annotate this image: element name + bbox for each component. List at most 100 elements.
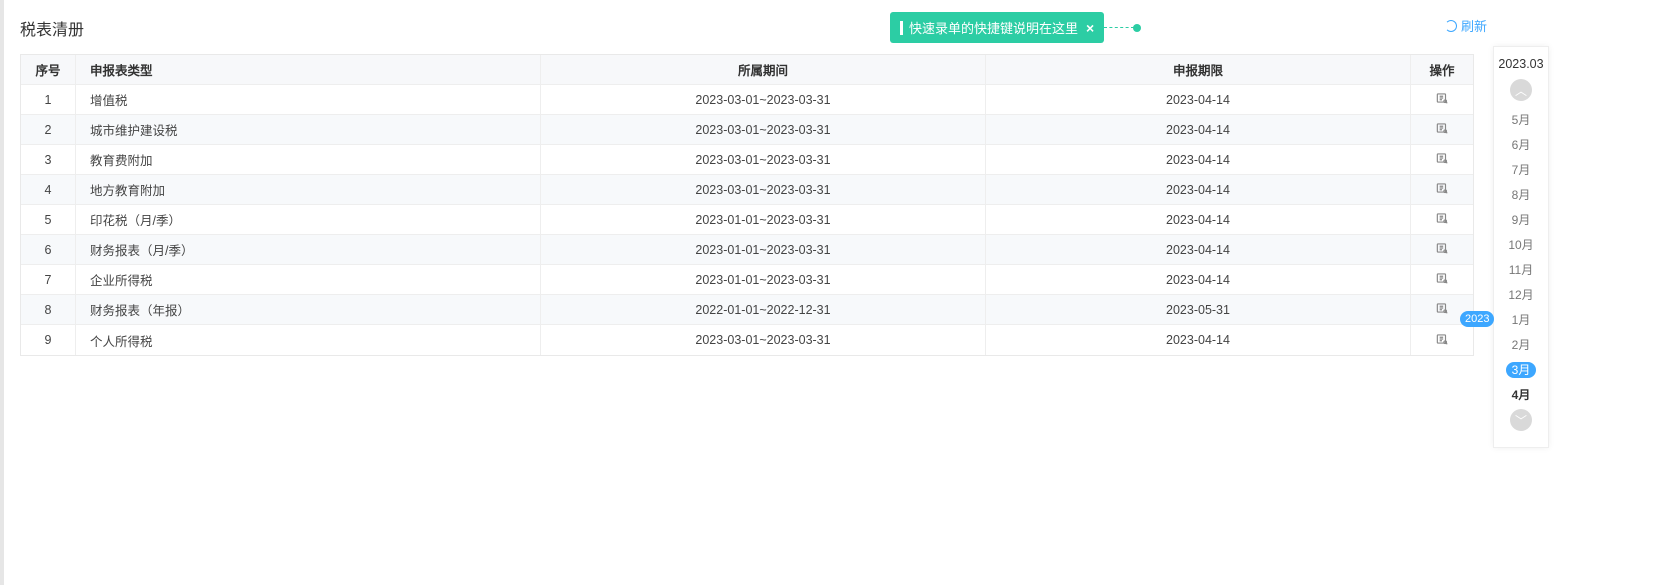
cell-op [1411, 325, 1473, 355]
col-op: 操作 [1411, 55, 1473, 84]
tip-text: 快速录单的快捷键说明在这里 [909, 18, 1078, 37]
cell-type: 城市维护建设税 [76, 115, 541, 144]
tip-banner: 快速录单的快捷键说明在这里 × [890, 12, 1141, 43]
table-row: 7企业所得税2023-01-01~2023-03-312023-04-14 [21, 265, 1473, 295]
timeline-month[interactable]: 7月 [1494, 157, 1548, 182]
year-badge: 2023 [1460, 311, 1494, 327]
timeline-month[interactable]: 3月 [1494, 357, 1548, 382]
table-row: 8财务报表（年报）2022-01-01~2022-12-312023-05-31 [21, 295, 1473, 325]
cell-period: 2023-03-01~2023-03-31 [541, 325, 986, 355]
table-row: 9个人所得税2023-03-01~2023-03-312023-04-14 [21, 325, 1473, 355]
cell-idx: 6 [21, 235, 76, 264]
cell-idx: 8 [21, 295, 76, 324]
col-type: 申报表类型 [76, 55, 541, 84]
cell-op [1411, 85, 1473, 114]
cell-op [1411, 265, 1473, 294]
table-body: 1增值税2023-03-01~2023-03-312023-04-142城市维护… [21, 85, 1473, 355]
cell-due: 2023-04-14 [986, 85, 1411, 114]
chevron-up-icon: ︿ [1515, 82, 1527, 99]
table-header: 序号 申报表类型 所属期间 申报期限 操作 [21, 55, 1473, 85]
timeline-months: 5月6月7月8月9月10月11月12月20231月2月3月4月 [1494, 107, 1548, 407]
cell-idx: 2 [21, 115, 76, 144]
view-detail-icon[interactable] [1435, 271, 1449, 288]
cell-period: 2023-01-01~2023-03-31 [541, 235, 986, 264]
cell-op [1411, 145, 1473, 174]
cell-period: 2023-03-01~2023-03-31 [541, 145, 986, 174]
cell-op [1411, 115, 1473, 144]
cell-period: 2023-03-01~2023-03-31 [541, 175, 986, 204]
timeline-heading: 2023.03 [1498, 53, 1543, 77]
view-detail-icon[interactable] [1435, 181, 1449, 198]
cell-type: 印花税（月/季） [76, 205, 541, 234]
cell-type: 企业所得税 [76, 265, 541, 294]
refresh-label: 刷新 [1461, 16, 1487, 35]
cell-due: 2023-04-14 [986, 265, 1411, 294]
view-detail-icon[interactable] [1435, 301, 1449, 318]
cell-type: 地方教育附加 [76, 175, 541, 204]
refresh-icon [1445, 20, 1457, 32]
cell-idx: 9 [21, 325, 76, 355]
col-idx: 序号 [21, 55, 76, 84]
table-row: 5印花税（月/季）2023-01-01~2023-03-312023-04-14 [21, 205, 1473, 235]
tip-box[interactable]: 快速录单的快捷键说明在这里 × [890, 12, 1104, 43]
tip-bar-icon [900, 21, 903, 35]
cell-type: 个人所得税 [76, 325, 541, 355]
cell-idx: 3 [21, 145, 76, 174]
cell-period: 2022-01-01~2022-12-31 [541, 295, 986, 324]
table-row: 4地方教育附加2023-03-01~2023-03-312023-04-14 [21, 175, 1473, 205]
cell-due: 2023-04-14 [986, 235, 1411, 264]
cell-period: 2023-01-01~2023-03-31 [541, 265, 986, 294]
col-due: 申报期限 [986, 55, 1411, 84]
month-timeline: 2023.03 ︿ 5月6月7月8月9月10月11月12月20231月2月3月4… [1493, 46, 1549, 448]
timeline-month[interactable]: 6月 [1494, 132, 1548, 157]
view-detail-icon[interactable] [1435, 121, 1449, 138]
timeline-up-button[interactable]: ︿ [1510, 79, 1532, 101]
timeline-month[interactable]: 2月 [1494, 332, 1548, 357]
cell-due: 2023-04-14 [986, 175, 1411, 204]
timeline-month[interactable]: 5月 [1494, 107, 1548, 132]
cell-due: 2023-04-14 [986, 325, 1411, 355]
view-detail-icon[interactable] [1435, 332, 1449, 349]
cell-idx: 7 [21, 265, 76, 294]
refresh-button[interactable]: 刷新 [1445, 16, 1487, 35]
table-row: 3教育费附加2023-03-01~2023-03-312023-04-14 [21, 145, 1473, 175]
cell-due: 2023-04-14 [986, 115, 1411, 144]
timeline-month[interactable]: 8月 [1494, 182, 1548, 207]
cell-due: 2023-04-14 [986, 145, 1411, 174]
close-icon[interactable]: × [1086, 20, 1094, 36]
view-detail-icon[interactable] [1435, 151, 1449, 168]
view-detail-icon[interactable] [1435, 91, 1449, 108]
cell-due: 2023-04-14 [986, 205, 1411, 234]
header-row: 税表清册 快速录单的快捷键说明在这里 × 刷新 [20, 10, 1487, 46]
tip-connector-line [1104, 27, 1134, 28]
cell-op [1411, 175, 1473, 204]
timeline-month[interactable]: 10月 [1494, 232, 1548, 257]
cell-idx: 1 [21, 85, 76, 114]
table-row: 1增值税2023-03-01~2023-03-312023-04-14 [21, 85, 1473, 115]
timeline-month[interactable]: 20231月 [1494, 307, 1548, 332]
timeline-down-button[interactable]: ﹀ [1510, 409, 1532, 431]
timeline-month[interactable]: 9月 [1494, 207, 1548, 232]
timeline-month[interactable]: 12月 [1494, 282, 1548, 307]
cell-period: 2023-03-01~2023-03-31 [541, 85, 986, 114]
cell-type: 增值税 [76, 85, 541, 114]
table-row: 6财务报表（月/季）2023-01-01~2023-03-312023-04-1… [21, 235, 1473, 265]
table-row: 2城市维护建设税2023-03-01~2023-03-312023-04-14 [21, 115, 1473, 145]
chevron-down-icon: ﹀ [1515, 412, 1527, 429]
timeline-month[interactable]: 11月 [1494, 257, 1548, 282]
left-gutter [0, 0, 4, 585]
main-area: 税表清册 快速录单的快捷键说明在这里 × 刷新 序号 申报表类型 所属期间 申报… [20, 0, 1487, 585]
timeline-month[interactable]: 4月 [1494, 382, 1548, 407]
cell-type: 财务报表（月/季） [76, 235, 541, 264]
cell-due: 2023-05-31 [986, 295, 1411, 324]
cell-op [1411, 235, 1473, 264]
view-detail-icon[interactable] [1435, 241, 1449, 258]
view-detail-icon[interactable] [1435, 211, 1449, 228]
cell-idx: 5 [21, 205, 76, 234]
cell-type: 财务报表（年报） [76, 295, 541, 324]
page-title: 税表清册 [20, 16, 84, 40]
cell-period: 2023-01-01~2023-03-31 [541, 205, 986, 234]
col-period: 所属期间 [541, 55, 986, 84]
cell-type: 教育费附加 [76, 145, 541, 174]
tip-connector-dot [1133, 24, 1141, 32]
